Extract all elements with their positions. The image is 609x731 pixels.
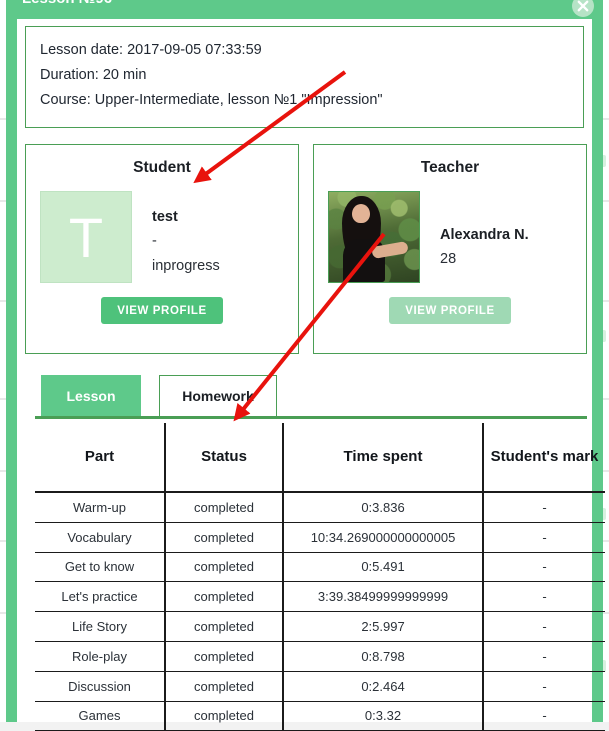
student-view-profile-button[interactable]: VIEW PROFILE (101, 297, 223, 324)
cell-part: Role-play (35, 641, 165, 671)
cell-time-spent: 0:5.491 (283, 552, 483, 582)
lesson-duration: Duration: 20 min (40, 63, 569, 88)
cell-time-spent: 2:5.997 (283, 612, 483, 642)
cell-status: completed (165, 701, 283, 731)
cell-time-spent: 3:39.38499999999999 (283, 582, 483, 612)
student-card: Student T test - inprogress VIEW PROFILE (25, 144, 299, 354)
teacher-line2: 28 (440, 247, 529, 272)
cell-part: Let's practice (35, 582, 165, 612)
cell-time-spent: 0:2.464 (283, 671, 483, 701)
cell-students-mark: - (483, 492, 605, 522)
tab-homework[interactable]: Homework (159, 375, 277, 416)
teacher-view-profile-button[interactable]: VIEW PROFILE (389, 297, 511, 324)
lesson-details-modal: Lesson №96 Lesson date: 2017-09-05 07:33… (6, 0, 603, 722)
teacher-meta: Alexandra N. 28 (440, 191, 529, 272)
lesson-date: Lesson date: 2017-09-05 07:33:59 (40, 38, 569, 63)
cell-students-mark: - (483, 612, 605, 642)
column-header-time-spent: Time spent (283, 423, 483, 492)
cell-students-mark: - (483, 641, 605, 671)
cell-time-spent: 10:34.269000000000005 (283, 522, 483, 552)
student-card-title: Student (26, 159, 298, 177)
cell-part: Warm-up (35, 492, 165, 522)
cell-status: completed (165, 582, 283, 612)
tab-underline (35, 416, 587, 419)
cell-time-spent: 0:8.798 (283, 641, 483, 671)
tab-lesson[interactable]: Lesson (41, 375, 141, 416)
teacher-name: Alexandra N. (440, 205, 529, 247)
cell-students-mark: - (483, 552, 605, 582)
teacher-card: Teacher Alexandra N. 28 VIEW PROFILE (313, 144, 587, 354)
avatar (328, 191, 420, 283)
cell-students-mark: - (483, 522, 605, 552)
student-meta: test - inprogress (152, 191, 220, 279)
teacher-details: Alexandra N. 28 (314, 191, 586, 283)
status-badge: inprogress (152, 254, 220, 279)
student-details: T test - inprogress (26, 191, 298, 283)
tab-bar: Lesson Homework (35, 375, 587, 420)
table-header-row: Part Status Time spent Student's mark (35, 423, 605, 492)
close-icon[interactable] (572, 0, 594, 17)
cell-status: completed (165, 671, 283, 701)
page-title: Lesson №96 (22, 0, 603, 5)
cell-students-mark: - (483, 671, 605, 701)
cell-time-spent: 0:3.32 (283, 701, 483, 731)
lesson-info-panel: Lesson date: 2017-09-05 07:33:59 Duratio… (25, 26, 584, 128)
avatar: T (40, 191, 132, 283)
student-name: test (152, 205, 220, 229)
cell-status: completed (165, 641, 283, 671)
cell-status: completed (165, 612, 283, 642)
cell-part: Vocabulary (35, 522, 165, 552)
column-header-students-mark: Student's mark (483, 423, 605, 492)
cell-status: completed (165, 492, 283, 522)
cell-part: Life Story (35, 612, 165, 642)
cell-part: Discussion (35, 671, 165, 701)
column-header-part: Part (35, 423, 165, 492)
cell-part: Games (35, 701, 165, 731)
student-line2: - (152, 229, 220, 254)
cell-time-spent: 0:3.836 (283, 492, 483, 522)
cell-status: completed (165, 552, 283, 582)
column-header-status: Status (165, 423, 283, 492)
cell-students-mark: - (483, 582, 605, 612)
lesson-parts-table: Part Status Time spent Student's mark Wa… (35, 423, 605, 731)
teacher-card-title: Teacher (314, 159, 586, 177)
cell-students-mark: - (483, 701, 605, 731)
lesson-course: Course: Upper-Intermediate, lesson №1 "I… (40, 88, 569, 113)
cell-status: completed (165, 522, 283, 552)
cell-part: Get to know (35, 552, 165, 582)
modal-body: Lesson date: 2017-09-05 07:33:59 Duratio… (17, 19, 592, 722)
